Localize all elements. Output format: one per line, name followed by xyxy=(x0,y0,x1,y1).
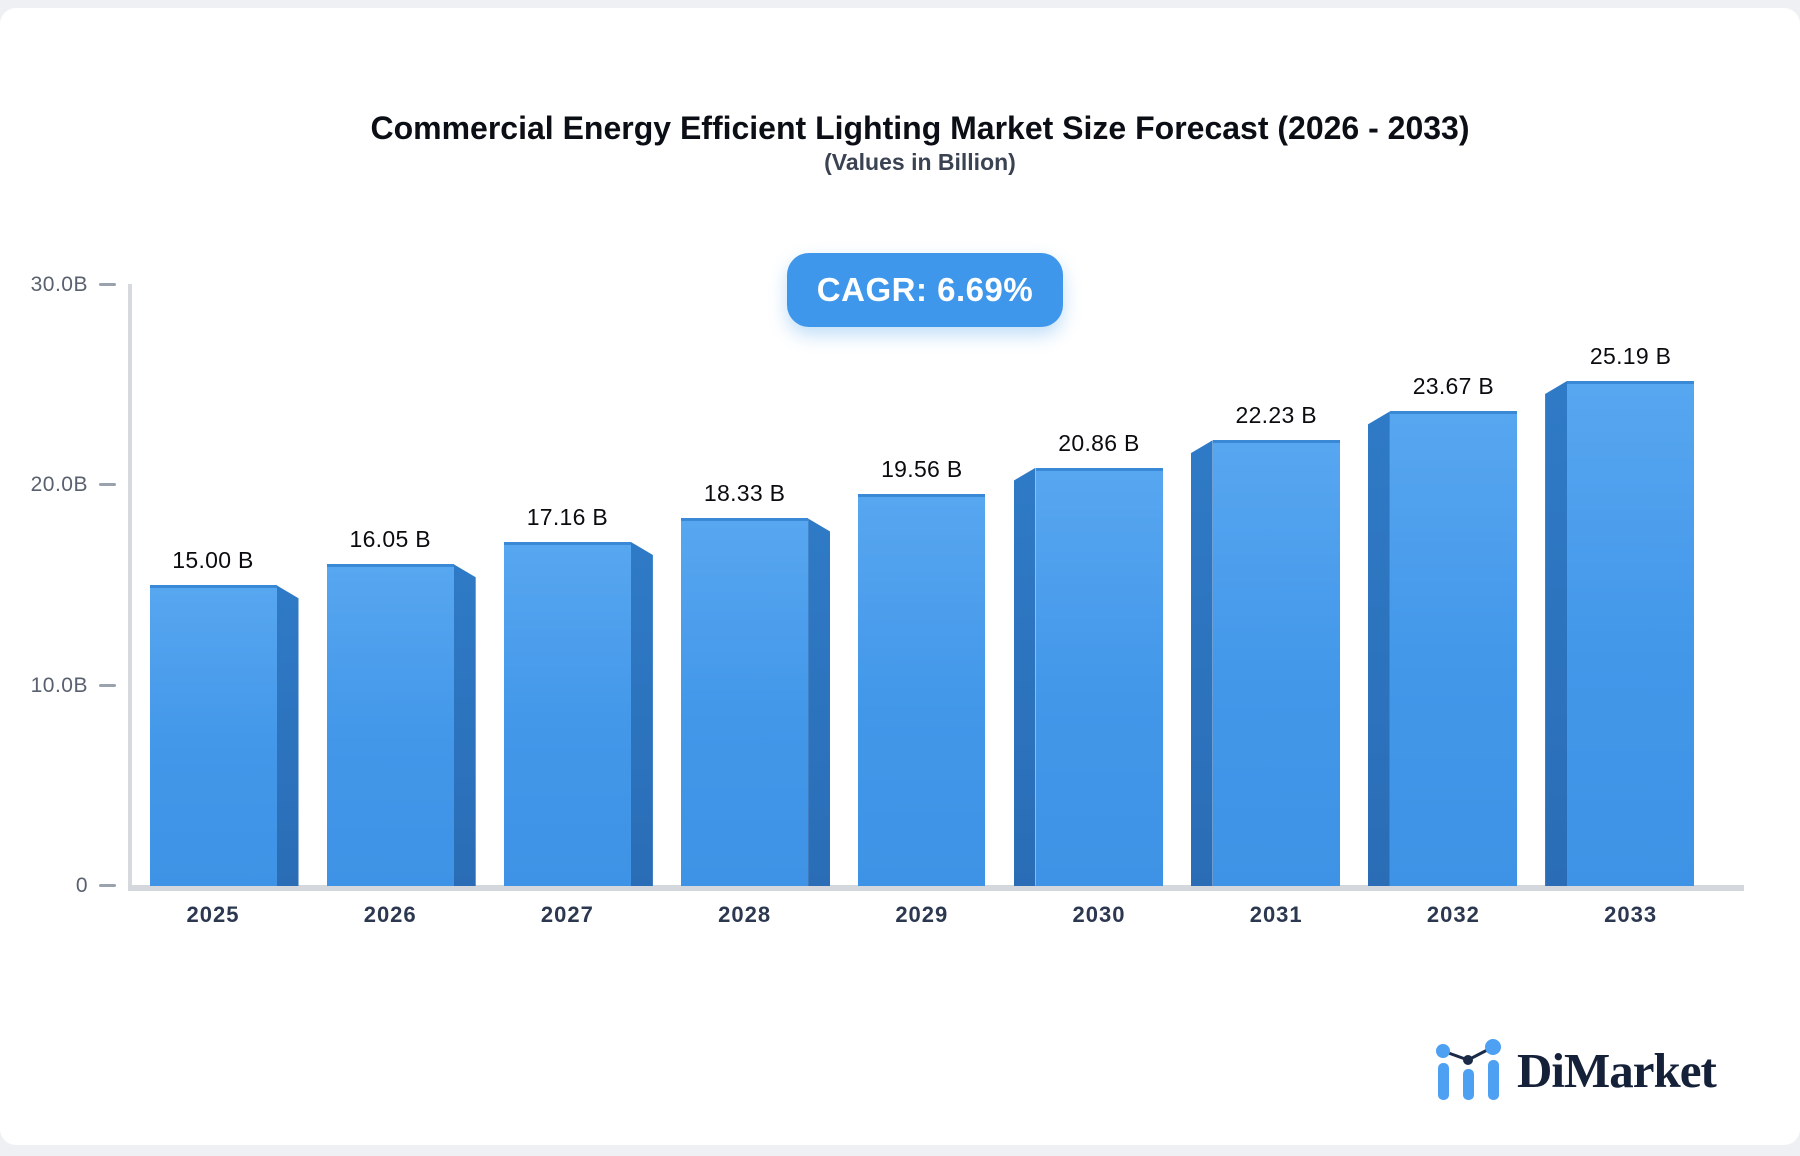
chart-subtitle: (Values in Billion) xyxy=(824,149,1016,175)
bar-face xyxy=(1389,411,1517,886)
bar-value-label: 19.56 B xyxy=(881,455,963,482)
x-axis-label: 2025 xyxy=(186,902,240,927)
bar-face xyxy=(681,518,809,886)
bar-side xyxy=(808,518,831,886)
bar-face xyxy=(1035,467,1163,886)
x-axis-label: 2033 xyxy=(1604,902,1658,927)
bar-side xyxy=(453,564,476,886)
bar-side xyxy=(1190,440,1213,886)
y-tick-mark xyxy=(99,282,116,286)
bar-face xyxy=(326,564,454,886)
bar-value-label: 17.16 B xyxy=(526,503,609,530)
y-tick-mark xyxy=(99,483,116,486)
x-axis-label: 2027 xyxy=(540,902,594,927)
bar-face xyxy=(1567,380,1695,886)
x-axis-label: 2029 xyxy=(895,902,949,927)
bar-value-label: 22.23 B xyxy=(1235,402,1317,429)
x-axis-label: 2032 xyxy=(1426,902,1480,927)
y-axis-line xyxy=(128,283,132,891)
bar-face xyxy=(1212,440,1340,886)
bar-side xyxy=(276,585,299,886)
bar-face xyxy=(858,493,986,886)
bar-face xyxy=(503,541,631,886)
bar-value-label: 25.19 B xyxy=(1589,342,1672,369)
bar-value-label: 23.67 B xyxy=(1412,373,1495,400)
bar-side xyxy=(1367,411,1390,886)
y-tick-label: 0 xyxy=(75,874,88,897)
cagr-badge: CAGR: 6.69% xyxy=(787,253,1063,327)
brand-logo: DiMarket xyxy=(1436,1038,1717,1102)
x-axis-label: 2030 xyxy=(1072,902,1126,927)
chart-title: Commercial Energy Efficient Lighting Mar… xyxy=(370,110,1470,146)
brand-name: DiMarket xyxy=(1517,1042,1717,1098)
y-tick-label: 30.0B xyxy=(30,272,88,296)
bar-value-label: 15.00 B xyxy=(172,547,254,574)
bar-value-label: 16.05 B xyxy=(349,526,431,553)
bar-value-label: 20.86 B xyxy=(1058,429,1140,456)
bar-side xyxy=(630,541,653,886)
y-tick-label: 10.0B xyxy=(30,673,88,697)
bar-chart-trend-icon xyxy=(1436,1039,1501,1100)
bar-side xyxy=(1545,380,1568,886)
x-axis-label: 2031 xyxy=(1249,902,1303,927)
bar-face xyxy=(149,585,277,886)
y-tick-mark xyxy=(99,884,116,887)
x-axis-line xyxy=(128,885,1744,891)
bar-side xyxy=(1013,467,1036,886)
x-axis-label: 2026 xyxy=(363,902,417,927)
bar-value-label: 18.33 B xyxy=(703,480,786,507)
y-tick-label: 20.0B xyxy=(30,473,88,496)
x-axis-label: 2028 xyxy=(718,902,772,927)
y-tick-mark xyxy=(99,683,116,687)
